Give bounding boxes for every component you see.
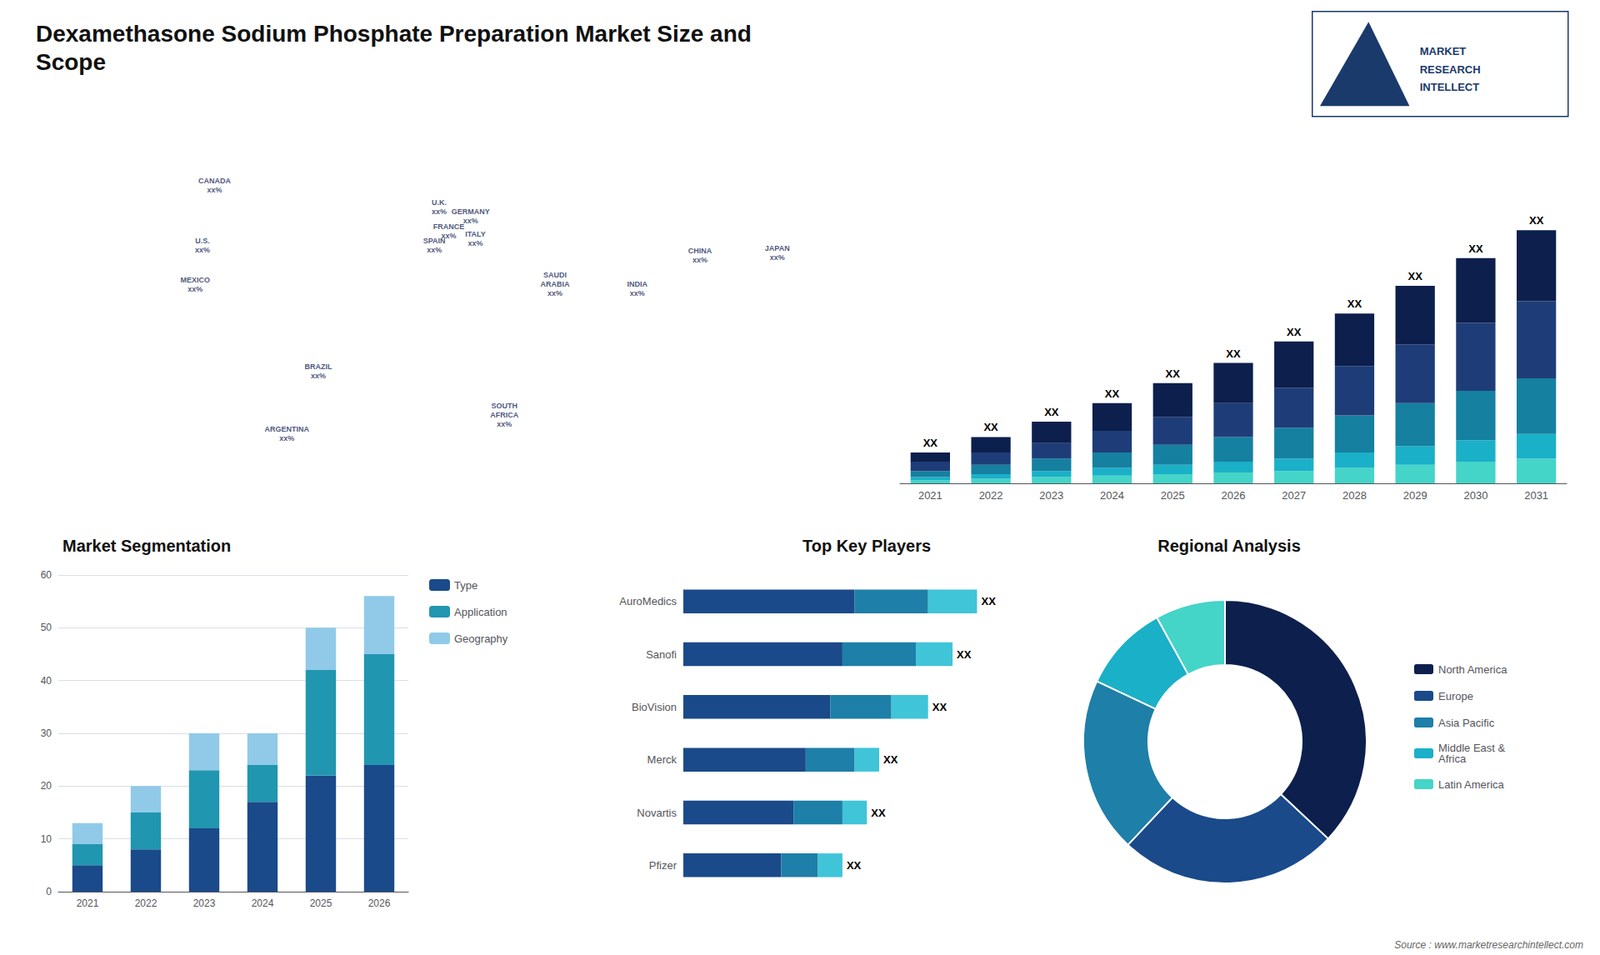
svg-text:AFRICA: AFRICA [490, 410, 519, 420]
svg-text:SOUTH: SOUTH [490, 401, 518, 410]
svg-text:2023: 2023 [193, 897, 216, 910]
svg-text:60: 60 [40, 569, 53, 581]
svg-text:Europe: Europe [1438, 690, 1474, 703]
svg-text:2025: 2025 [1160, 489, 1185, 502]
svg-text:xx%: xx% [279, 434, 295, 443]
svg-text:50: 50 [40, 621, 53, 634]
svg-text:MEXICO: MEXICO [180, 275, 210, 285]
svg-text:ARABIA: ARABIA [540, 280, 570, 289]
svg-text:xx%: xx% [426, 245, 442, 255]
svg-text:2024: 2024 [1100, 489, 1125, 502]
svg-text:xx%: xx% [206, 185, 222, 195]
svg-text:Novartis: Novartis [636, 806, 677, 820]
svg-text:2030: 2030 [1463, 489, 1488, 502]
svg-text:RESEARCH: RESEARCH [1420, 63, 1481, 76]
svg-text:xx%: xx% [467, 239, 483, 248]
svg-text:XX: XX [1408, 270, 1424, 283]
svg-text:2029: 2029 [1403, 489, 1428, 502]
svg-text:SPAIN: SPAIN [423, 236, 446, 245]
svg-text:2022: 2022 [979, 489, 1004, 502]
svg-text:10: 10 [40, 833, 53, 845]
svg-text:Middle East &: Middle East & [1438, 741, 1506, 755]
svg-text:xx%: xx% [496, 420, 512, 429]
svg-text:XX: XX [1286, 325, 1302, 339]
svg-text:2021: 2021 [918, 489, 943, 502]
svg-text:xx%: xx% [195, 245, 210, 255]
svg-text:BRAZIL: BRAZIL [305, 362, 333, 371]
svg-text:XX: XX [956, 648, 972, 661]
svg-text:XX: XX [1105, 387, 1120, 400]
svg-text:xx%: xx% [692, 255, 708, 265]
svg-text:xx%: xx% [441, 231, 457, 240]
svg-text:CHINA: CHINA [688, 246, 713, 255]
svg-text:xx%: xx% [187, 285, 203, 294]
svg-text:2027: 2027 [1281, 489, 1306, 502]
svg-text:2028: 2028 [1342, 489, 1367, 502]
svg-text:xx%: xx% [770, 253, 785, 262]
svg-text:GERMANY: GERMANY [451, 207, 490, 216]
svg-text:XX: XX [846, 859, 862, 872]
svg-text:xx%: xx% [463, 216, 479, 225]
svg-text:2031: 2031 [1524, 489, 1549, 502]
svg-text:Merck: Merck [647, 753, 678, 766]
svg-text:2024: 2024 [251, 897, 275, 910]
svg-text:Market Segmentation: Market Segmentation [62, 536, 231, 555]
svg-text:Pfizer: Pfizer [649, 859, 678, 872]
svg-text:North America: North America [1438, 663, 1508, 676]
svg-text:2022: 2022 [135, 897, 158, 910]
svg-text:XX: XX [932, 700, 948, 714]
svg-text:U.K.: U.K. [431, 198, 447, 207]
svg-text:FRANCE: FRANCE [433, 222, 465, 231]
svg-text:xx%: xx% [547, 289, 563, 298]
svg-text:XX: XX [870, 806, 886, 820]
svg-text:40: 40 [40, 675, 53, 687]
svg-text:U.S.: U.S. [195, 236, 210, 245]
svg-text:SAUDI: SAUDI [543, 270, 567, 280]
svg-text:Application: Application [454, 605, 508, 619]
svg-text:xx%: xx% [431, 207, 447, 216]
svg-text:XX: XX [1165, 367, 1181, 380]
svg-text:0: 0 [45, 885, 52, 898]
svg-text:JAPAN: JAPAN [765, 244, 790, 253]
svg-text:xx%: xx% [310, 371, 326, 380]
svg-text:XX: XX [1468, 242, 1484, 255]
svg-text:ITALY: ITALY [465, 230, 486, 239]
svg-text:Dexamethasone Sodium Phosphate: Dexamethasone Sodium Phosphate Preparati… [35, 20, 752, 47]
svg-text:2026: 2026 [1221, 489, 1246, 502]
svg-text:Geography: Geography [454, 632, 509, 645]
svg-text:CANADA: CANADA [198, 176, 231, 185]
svg-text:BioVision: BioVision [631, 700, 677, 714]
svg-text:Sanofi: Sanofi [645, 648, 677, 661]
svg-text:INDIA: INDIA [626, 280, 648, 289]
svg-text:Regional Analysis: Regional Analysis [1157, 536, 1301, 555]
svg-text:2025: 2025 [310, 897, 333, 910]
svg-text:Top Key Players: Top Key Players [802, 536, 931, 555]
svg-text:Africa: Africa [1438, 752, 1467, 765]
svg-text:Scope: Scope [35, 49, 106, 75]
svg-text:XX: XX [1044, 405, 1060, 419]
svg-text:XX: XX [980, 595, 996, 608]
svg-text:XX: XX [1347, 297, 1363, 310]
svg-text:Source : www.marketresearchint: Source : www.marketresearchintellect.com [1394, 939, 1584, 951]
svg-text:XX: XX [1225, 347, 1241, 360]
svg-text:AuroMedics: AuroMedics [619, 595, 677, 608]
svg-text:XX: XX [883, 753, 899, 766]
svg-text:2026: 2026 [368, 897, 391, 910]
svg-text:Asia Pacific: Asia Pacific [1438, 716, 1495, 730]
svg-text:MARKET: MARKET [1420, 45, 1467, 58]
svg-text:2021: 2021 [76, 897, 100, 910]
svg-text:XX: XX [1529, 214, 1545, 227]
svg-text:20: 20 [40, 780, 53, 792]
svg-text:XX: XX [983, 420, 999, 434]
svg-text:XX: XX [923, 436, 939, 450]
svg-text:xx%: xx% [630, 289, 645, 298]
svg-text:2023: 2023 [1039, 489, 1064, 502]
svg-text:ARGENTINA: ARGENTINA [265, 425, 310, 434]
svg-text:30: 30 [40, 727, 53, 740]
svg-text:Latin America: Latin America [1438, 778, 1505, 791]
svg-text:Type: Type [454, 579, 478, 592]
svg-text:INTELLECT: INTELLECT [1420, 80, 1480, 94]
